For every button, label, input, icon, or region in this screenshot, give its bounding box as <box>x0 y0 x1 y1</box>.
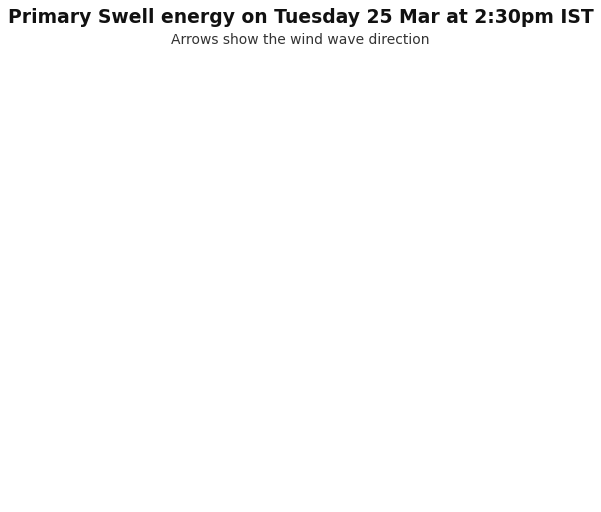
Text: Primary Swell energy on Tuesday 25 Mar at 2:30pm IST: Primary Swell energy on Tuesday 25 Mar a… <box>8 8 593 27</box>
Text: Arrows show the wind wave direction: Arrows show the wind wave direction <box>171 33 430 47</box>
Text: Cartopy required for map rendering: Cartopy required for map rendering <box>176 273 425 287</box>
